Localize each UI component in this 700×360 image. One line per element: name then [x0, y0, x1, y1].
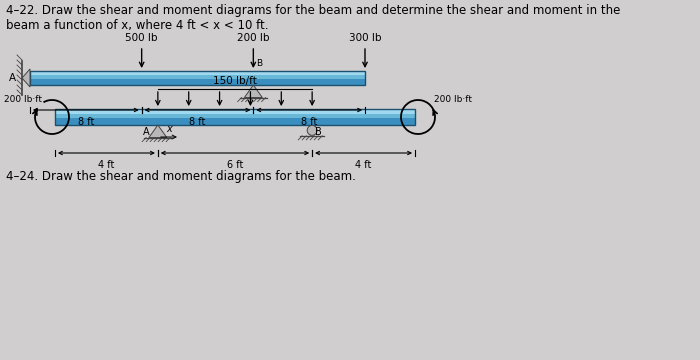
Text: 150 lb/ft: 150 lb/ft	[213, 76, 257, 86]
Text: 6 ft: 6 ft	[227, 160, 243, 170]
Text: 8 ft: 8 ft	[78, 117, 94, 127]
Bar	[30, 71, 365, 85]
Bar	[55, 109, 415, 114]
Text: A: A	[9, 73, 16, 83]
Circle shape	[307, 125, 317, 135]
Text: B: B	[256, 59, 262, 68]
Bar	[55, 118, 415, 125]
Text: 4–24. Draw the shear and moment diagrams for the beam.: 4–24. Draw the shear and moment diagrams…	[6, 170, 356, 183]
Text: B: B	[315, 127, 322, 137]
Text: A: A	[144, 127, 150, 137]
Text: 200 lb·ft: 200 lb·ft	[4, 95, 42, 104]
Text: 8 ft: 8 ft	[301, 117, 317, 127]
Text: 4 ft: 4 ft	[98, 160, 115, 170]
Polygon shape	[149, 125, 167, 138]
Text: 500 lb: 500 lb	[125, 33, 158, 43]
Text: 8 ft: 8 ft	[189, 117, 206, 127]
Text: x: x	[166, 124, 172, 134]
Text: 200 lb·ft: 200 lb·ft	[434, 95, 472, 104]
Text: 300 lb: 300 lb	[349, 33, 382, 43]
Bar	[55, 114, 415, 118]
Text: 200 lb: 200 lb	[237, 33, 270, 43]
Polygon shape	[244, 85, 262, 98]
Bar	[55, 109, 415, 125]
Bar	[30, 75, 365, 79]
Bar	[30, 71, 365, 75]
Bar	[30, 79, 365, 85]
Text: 4–22. Draw the shear and moment diagrams for the beam and determine the shear an: 4–22. Draw the shear and moment diagrams…	[6, 4, 620, 32]
Polygon shape	[22, 69, 30, 87]
Text: 4 ft: 4 ft	[356, 160, 372, 170]
